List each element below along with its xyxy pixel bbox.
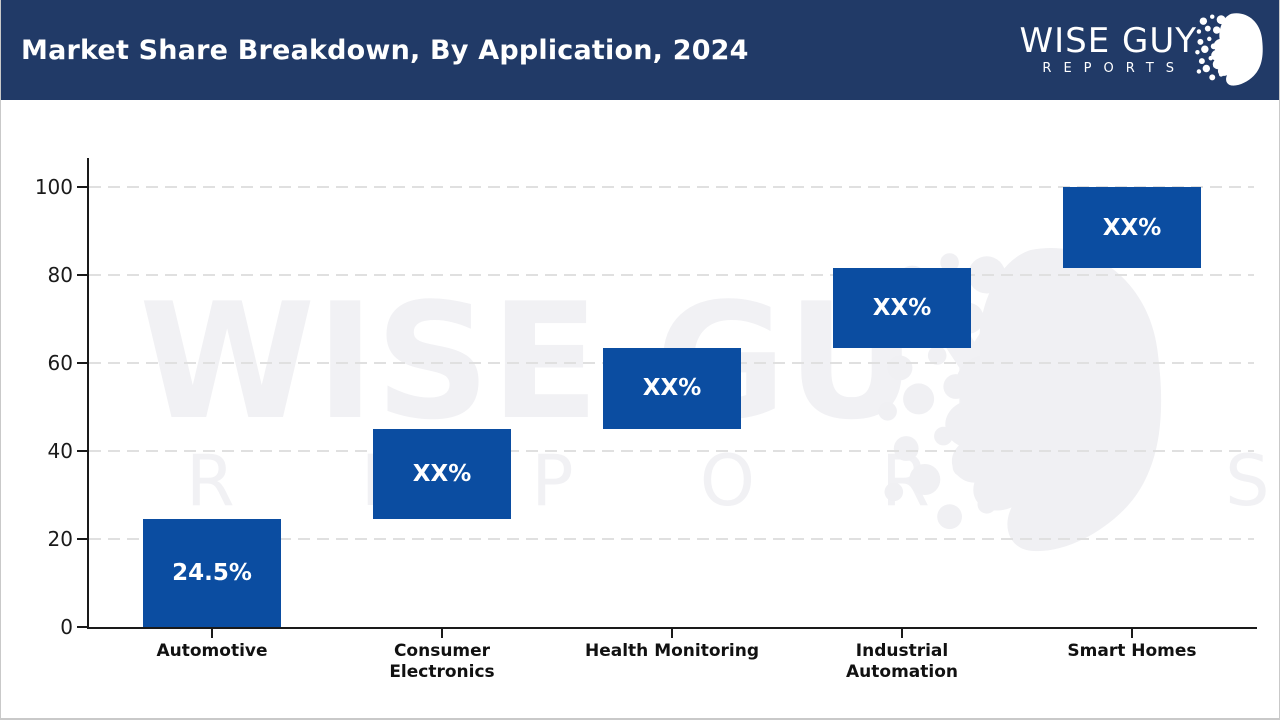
logo-wordmark: WISE GUY bbox=[1019, 21, 1197, 61]
x-category-label-line: Health Monitoring bbox=[584, 641, 760, 661]
bar-value-label-automotive: 24.5% bbox=[172, 560, 252, 587]
x-category-label-line: Electronics bbox=[389, 662, 495, 682]
market-share-chart: WISE GUY R E P O R T S 0 20 40 60 80 100 24.5%… bbox=[1, 100, 1279, 718]
brand-logo-text: WISE GUY REPORTS bbox=[1019, 23, 1197, 77]
x-axis-tick-smart-homes bbox=[1131, 629, 1133, 638]
x-axis-tick-consumer-electronics bbox=[441, 629, 443, 638]
bar-value-label-industrial-automation: XX% bbox=[872, 295, 932, 321]
gridline-100 bbox=[89, 186, 1254, 188]
header: Market Share Breakdown, By Application, … bbox=[1, 0, 1279, 100]
bar-value-label-health-monitoring: XX% bbox=[642, 375, 702, 402]
y-tick-label-60: 60 bbox=[47, 351, 73, 375]
y-tick-label-100: 100 bbox=[34, 175, 73, 199]
y-axis-tick-40 bbox=[77, 450, 87, 452]
page-title: Market Share Breakdown, By Application, … bbox=[21, 34, 749, 66]
plot-area: 0 20 40 60 80 100 24.5% Automotive XX% Consumer El… bbox=[1, 100, 1279, 718]
logo-subtext: REPORTS bbox=[1042, 61, 1187, 76]
x-category-label-line: Automotive bbox=[156, 641, 268, 661]
x-axis-tick-industrial-automation bbox=[901, 629, 903, 638]
y-tick-label-0: 0 bbox=[60, 615, 73, 639]
gridline-80 bbox=[89, 274, 1254, 276]
x-category-label-industrial-automation: Industrial Automation bbox=[787, 641, 1017, 683]
y-axis-tick-20 bbox=[77, 538, 87, 540]
bar-health-monitoring bbox=[603, 347, 741, 429]
y-axis bbox=[87, 158, 89, 629]
bar-value-label-consumer-electronics: XX% bbox=[412, 461, 472, 488]
y-tick-label-40: 40 bbox=[47, 439, 73, 463]
x-category-label-line: Industrial bbox=[855, 641, 949, 661]
brand-logo: WISE GUY REPORTS bbox=[1019, 6, 1267, 94]
gridline-20 bbox=[89, 538, 1254, 540]
x-category-label-automotive: Automotive bbox=[97, 641, 327, 662]
bar-smart-homes bbox=[1063, 187, 1201, 269]
y-axis-tick-100 bbox=[77, 186, 87, 188]
y-axis-tick-80 bbox=[77, 274, 87, 276]
x-axis bbox=[87, 627, 1257, 629]
y-tick-label-20: 20 bbox=[47, 527, 73, 551]
logo-face-icon bbox=[1195, 13, 1263, 86]
bar-automotive bbox=[143, 519, 281, 627]
gridline-40 bbox=[89, 450, 1254, 452]
y-axis-tick-0 bbox=[77, 626, 87, 628]
x-category-label-line: Automation bbox=[846, 662, 958, 682]
bar-industrial-automation bbox=[833, 268, 971, 348]
x-category-label-smart-homes: Smart Homes bbox=[1017, 641, 1247, 662]
bar-consumer-electronics bbox=[373, 429, 511, 520]
x-category-label-line: Smart Homes bbox=[1067, 641, 1197, 661]
y-axis-tick-60 bbox=[77, 362, 87, 364]
y-tick-label-80: 80 bbox=[47, 263, 73, 287]
x-category-label-consumer-electronics: Consumer Electronics bbox=[327, 641, 557, 683]
x-axis-tick-health-monitoring bbox=[671, 629, 673, 638]
x-category-label-health-monitoring: Health Monitoring bbox=[557, 641, 787, 662]
x-category-label-line: Consumer bbox=[393, 641, 491, 661]
x-axis-tick-automotive bbox=[211, 629, 213, 638]
bar-value-label-smart-homes: XX% bbox=[1102, 214, 1162, 241]
